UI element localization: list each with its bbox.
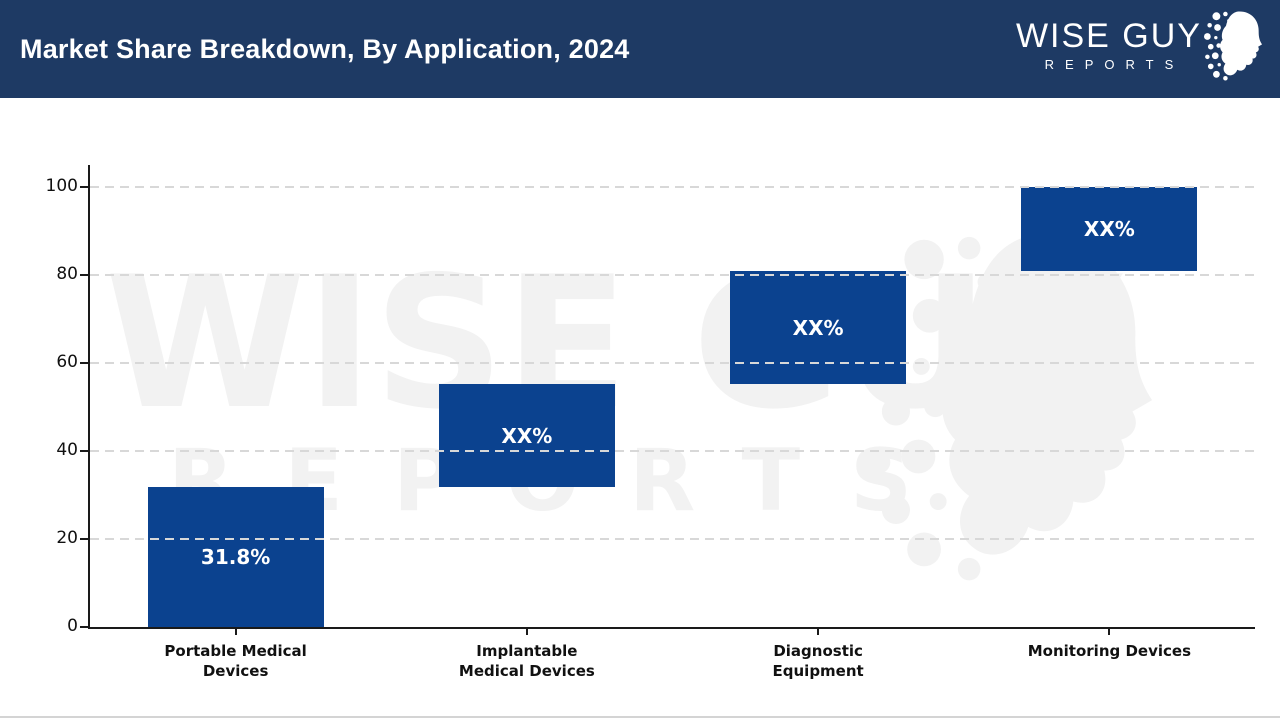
x-tick (525, 629, 528, 635)
y-tick (80, 186, 88, 188)
bar: 31.8% (147, 487, 324, 627)
y-tick (80, 626, 88, 628)
gridline (90, 274, 1255, 276)
y-tick (80, 538, 88, 540)
gridline (90, 538, 1255, 540)
y-axis-line (88, 165, 90, 629)
chart-title: Market Share Breakdown, By Application, … (20, 33, 630, 64)
brand-logo: WISE GUY REPORTS (1016, 8, 1266, 82)
y-tick-label: 20 (56, 528, 78, 548)
x-tick (817, 629, 820, 635)
bar-value-label: XX% (501, 423, 553, 448)
x-axis-line (88, 627, 1255, 629)
gridline (90, 186, 1255, 188)
figure-bottom-border (0, 716, 1280, 718)
bar: XX% (730, 271, 907, 385)
bar: XX% (1021, 187, 1198, 272)
gridline (90, 450, 1255, 452)
x-category-label: Monitoring Devices (1027, 642, 1191, 660)
bar: XX% (438, 384, 615, 488)
y-tick (80, 450, 88, 452)
y-tick-label: 0 (67, 616, 78, 636)
bar-value-label: XX% (1083, 217, 1135, 242)
bar-value-label: XX% (792, 315, 844, 340)
y-tick (80, 274, 88, 276)
header-bar: Market Share Breakdown, By Application, … (0, 0, 1280, 98)
brand-subtitle: REPORTS (1044, 57, 1185, 72)
y-tick-label: 80 (56, 264, 78, 284)
x-tick (234, 629, 237, 635)
gridline (90, 362, 1255, 364)
y-tick-label: 40 (56, 440, 78, 460)
y-tick-label: 100 (45, 176, 78, 196)
brand-face-icon (1204, 8, 1266, 82)
brand-logo-text: WISE GUY REPORTS (1016, 17, 1202, 73)
y-tick (80, 362, 88, 364)
brand-name: WISE GUY (1015, 17, 1202, 55)
x-category-label: Portable Medical Devices (164, 642, 307, 680)
y-tick-label: 60 (56, 352, 78, 372)
x-tick (1108, 629, 1111, 635)
x-category-label: Diagnostic Equipment (772, 642, 864, 680)
x-category-label: Implantable Medical Devices (458, 642, 595, 680)
bar-value-label: 31.8% (200, 545, 271, 570)
